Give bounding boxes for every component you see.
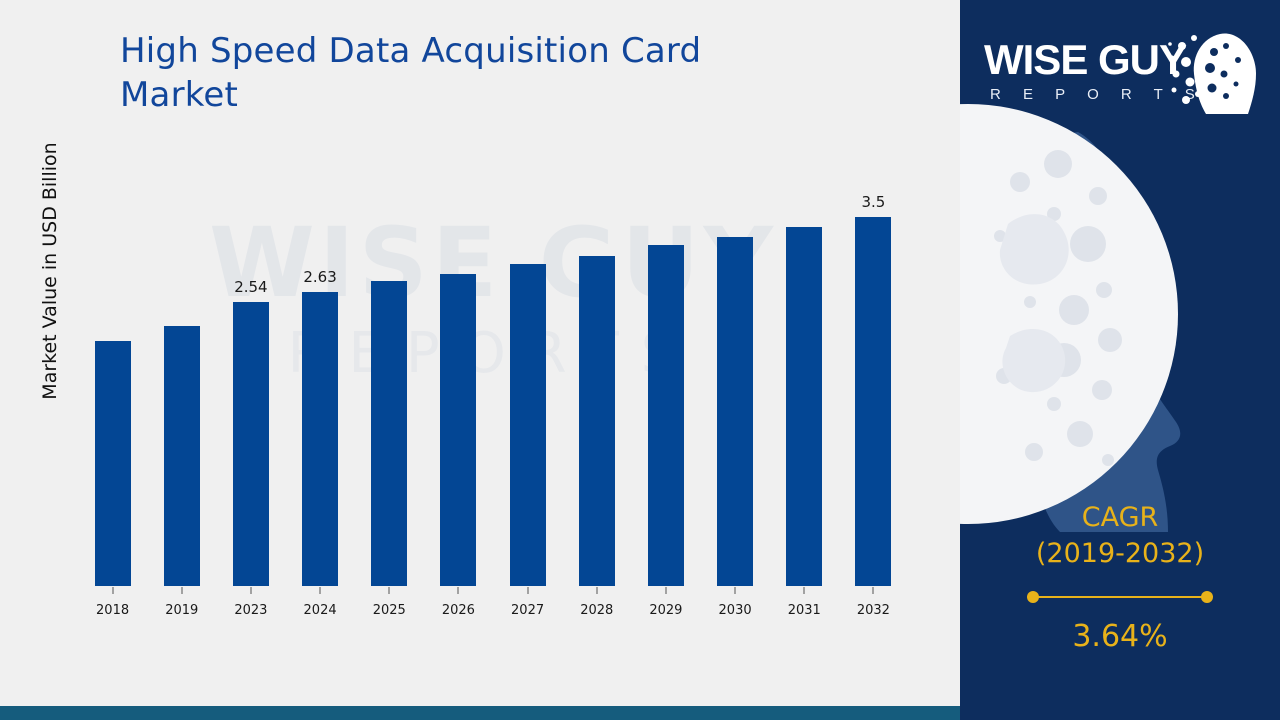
x-axis-tick-label: 2031 [787,603,821,618]
cagr-divider-line [1033,595,1207,598]
x-axis-line [78,585,908,586]
bar-group: 2025 [355,150,424,618]
bar-group: 2028 [562,150,631,618]
bar-group: 2019 [147,150,216,618]
x-axis-tick-label: 2028 [580,603,614,618]
x-axis-tick-label: 2025 [372,603,406,618]
x-axis-tick-label: 2023 [234,603,268,618]
bar [440,274,477,586]
x-axis-tick-label: 2030 [718,603,752,618]
x-axis-tick [734,587,736,594]
x-axis-tick [319,587,321,594]
bar [163,325,200,586]
x-axis-tick-label: 2029 [649,603,683,618]
bar [578,256,615,586]
page-title: High Speed Data Acquisition Card Market [120,31,702,115]
bar [94,341,131,586]
bar [717,237,754,586]
x-axis-tick-label: 2026 [441,603,475,618]
chart-panel: WISE GUY REPORTS High Speed Data Acquisi… [0,31,960,720]
cagr-value: 3.64% [1072,618,1168,654]
cagr-title: CAGR (2019-2032) [960,500,1280,573]
cagr-divider-dot-right [1201,590,1213,603]
x-axis-tick-label: 2019 [165,603,199,618]
bar-group: 2018 [78,150,147,618]
x-axis-tick-label: 2027 [511,603,545,618]
x-axis-tick [596,587,598,594]
cagr-divider [1027,590,1213,603]
bar-value-label: 2.54 [234,278,268,297]
bar [786,227,823,586]
bar-group: 3.5 2032 [839,150,908,618]
x-axis-tick [457,587,459,594]
brand-logo-wordmark: WISE GUY [984,36,1187,83]
bar-group: 2.54 2023 [216,150,285,618]
bar-value-label: 2.63 [303,267,337,286]
bar-group: 2027 [493,150,562,618]
x-axis-tick [665,587,667,594]
bar [855,217,892,586]
x-axis-tick [388,587,390,594]
cagr-title-line-2: (2019-2032) [1035,538,1205,570]
bar [371,280,408,586]
cagr-title-line-1: CAGR [1081,502,1159,533]
x-axis-tick [250,587,252,594]
x-axis-tick [181,587,183,594]
decorative-dot-cluster-icon [994,150,1122,466]
cagr-block: CAGR (2019-2032) 3.64% [960,500,1280,654]
bar [232,302,269,586]
bar-group: 2.63 2024 [286,150,355,618]
bar [509,264,546,586]
bar-group: 2031 [770,150,839,618]
bar [302,291,339,586]
footer-accent-bar [0,706,960,720]
bar-value-label: 3.5 [861,193,886,212]
bar-group: 2030 [701,150,770,618]
x-axis-tick-label: 2024 [303,603,337,618]
brand-logo: WISE GUY R E P O R T S [982,28,1260,120]
x-axis-tick-label: 2018 [96,603,130,618]
bar [647,245,684,586]
logo-dotted-head-icon [1168,33,1256,114]
bar-group: 2029 [631,150,700,618]
bar-group: 2026 [424,150,493,618]
x-axis-tick [112,587,114,594]
x-axis-tick [803,587,805,594]
x-axis-tick-label: 2032 [856,603,890,618]
brand-panel: WISE GUY R E P O R T S [960,0,1280,720]
y-axis-label: Market Value in USD Billion [39,142,61,400]
x-axis-tick [872,587,874,594]
brand-logo-subtitle: R E P O R T S [990,86,1204,103]
x-axis-tick [527,587,529,594]
bar-chart-plot-area: 2018 2019 2.54 2023 2.63 2024 2025 2026 2027 2028… [78,150,908,618]
